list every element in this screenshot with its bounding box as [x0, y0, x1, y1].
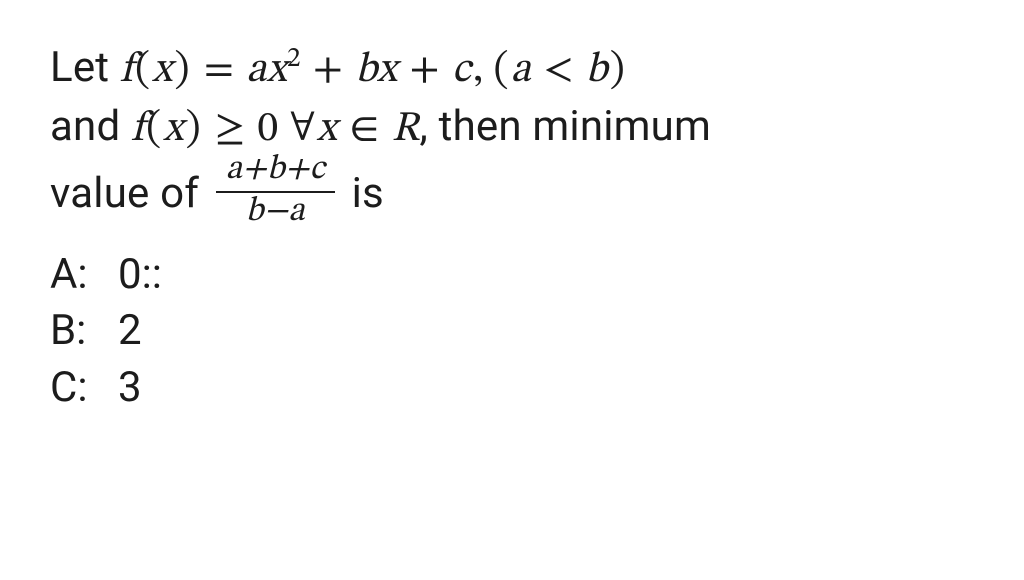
option-b[interactable]: B: 2: [50, 303, 984, 360]
exponent-2: 2: [287, 46, 301, 73]
problem-statement: Let f(x) = ax2 + bx + c, (a < b) and f(x…: [50, 40, 984, 235]
line3-prefix: value of: [50, 169, 210, 218]
page: Let f(x) = ax2 + bx + c, (a < b) and f(x…: [0, 0, 1024, 417]
option-c[interactable]: C: 3: [50, 360, 984, 417]
fraction-denominator: b−a: [216, 193, 335, 231]
option-a-label: A:: [50, 247, 118, 304]
problem-line-2: and f(x) ≥ 0 ∀x ∈ R, then minimum: [50, 99, 984, 158]
problem-line-3: value of a+b+c b−a is: [50, 157, 984, 234]
fraction: a+b+c b−a: [216, 153, 335, 230]
problem-line-1: Let f(x) = ax2 + bx + c, (a < b): [50, 40, 984, 99]
line3-suffix: is: [341, 169, 384, 218]
line2-prefix: and: [50, 102, 131, 151]
cond-expr: f(x) ≥ 0 ∀x ∈ R: [131, 108, 420, 150]
option-a[interactable]: A: 0::: [50, 247, 984, 304]
option-c-value: 3: [118, 360, 142, 417]
fraction-numerator: a+b+c: [216, 153, 335, 193]
option-b-value: 2: [118, 303, 142, 360]
option-a-value: 0::: [118, 247, 162, 304]
line2-suffix: , then minimum: [420, 102, 712, 151]
options-list: A: 0:: B: 2 C: 3: [50, 247, 984, 417]
option-b-label: B:: [50, 303, 118, 360]
line1-prefix: Let: [50, 43, 120, 92]
option-c-label: C:: [50, 360, 118, 417]
expr-fx: f(x) = ax2 + bx + c, (a < b): [120, 49, 627, 91]
